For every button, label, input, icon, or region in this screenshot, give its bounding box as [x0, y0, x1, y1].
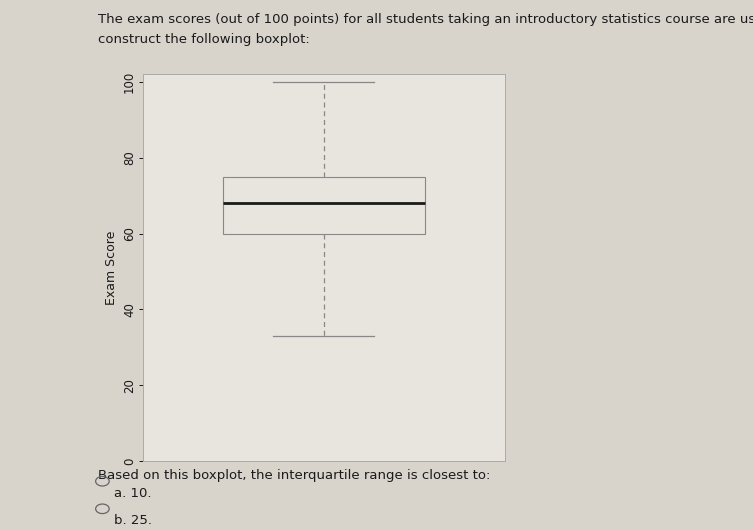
Text: b. 25.: b. 25.: [114, 514, 152, 527]
Text: a. 10.: a. 10.: [114, 487, 152, 500]
Text: construct the following boxplot:: construct the following boxplot:: [98, 33, 309, 46]
Bar: [223, 176, 425, 234]
Text: The exam scores (out of 100 points) for all students taking an introductory stat: The exam scores (out of 100 points) for …: [98, 13, 753, 26]
Text: Based on this boxplot, the interquartile range is closest to:: Based on this boxplot, the interquartile…: [98, 469, 490, 482]
Y-axis label: Exam Score: Exam Score: [105, 231, 117, 305]
